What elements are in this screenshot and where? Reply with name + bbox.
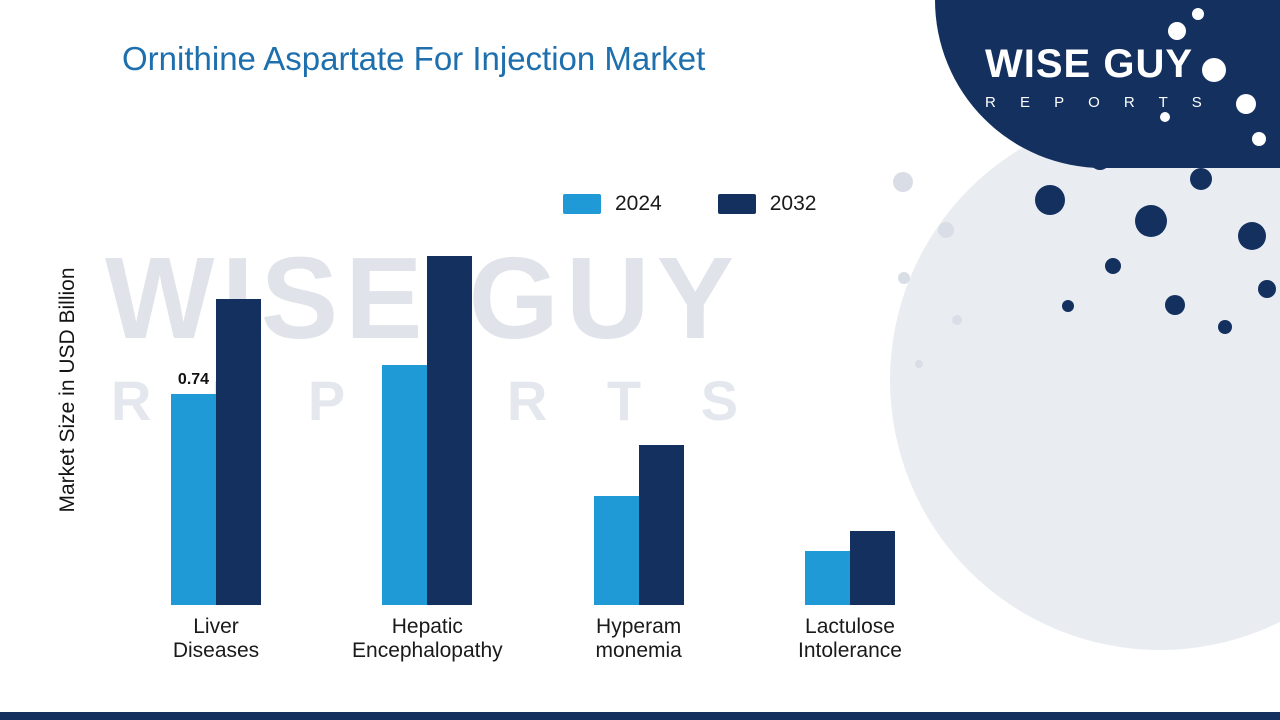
y-axis-label: Market Size in USD Billion [56, 267, 79, 513]
legend-label-2032: 2032 [769, 192, 817, 215]
brand-logo: WISE GUY R E P O R T S [985, 42, 1212, 111]
bar-group-lactulose-intolerance: Lactulose Intolerance [757, 185, 943, 662]
footer-bar [0, 712, 1280, 720]
page-title: Ornithine Aspartate For Injection Market [122, 40, 706, 77]
category-label-hepatic-encephalopathy: Hepatic Encephalopathy [352, 615, 503, 663]
bars-liver-diseases: 0.74 [171, 299, 261, 605]
bar-group-liver-diseases: 0.74 Liver Diseases [123, 185, 309, 662]
watermark-wordmark: WISE GUY [105, 233, 742, 363]
legend-label-2024: 2024 [615, 192, 662, 215]
legend-swatch-2024 [563, 194, 601, 214]
bar-2032-hepatic-encephalopathy [427, 256, 473, 605]
legend-item-2032: 2032 [717, 192, 817, 216]
bar-2032-lactulose-intolerance [849, 531, 895, 605]
legend: 2024 2032 [563, 192, 816, 216]
bar-2024-liver-diseases: 0.74 [171, 371, 216, 605]
bars-hyperammonemia [593, 445, 684, 605]
category-label-lactulose-intolerance: Lactulose Intolerance [798, 615, 902, 663]
bar-group-hyperammonemia: Hyperam monemia [546, 185, 732, 662]
legend-item-2024: 2024 [563, 192, 662, 216]
bars-hepatic-encephalopathy [382, 256, 473, 605]
bar-2024-hyperammonemia [593, 496, 639, 605]
bars-lactulose-intolerance [804, 531, 895, 605]
plot-area: 0.74 Liver Diseases Hepatic Encephalopathy Hy… [123, 185, 943, 662]
brand-logo-subtext: R E P O R T S [985, 94, 1212, 111]
category-label-hyperammonemia: Hyperam monemia [595, 615, 682, 663]
bar-2024-lactulose-intolerance [804, 551, 850, 605]
category-label-liver-diseases: Liver Diseases [172, 615, 260, 663]
background-face-shape [890, 110, 1280, 650]
legend-swatch-2032 [717, 194, 756, 214]
bar-value-label: 0.74 [177, 371, 210, 388]
bar-2024-hepatic-encephalopathy [382, 365, 428, 605]
brand-logo-wordmark: WISE GUY [985, 42, 1194, 86]
bar-2032-hyperammonemia [638, 445, 684, 605]
bar-2032-liver-diseases [216, 299, 261, 605]
bar-group-hepatic-encephalopathy: Hepatic Encephalopathy [334, 185, 520, 662]
